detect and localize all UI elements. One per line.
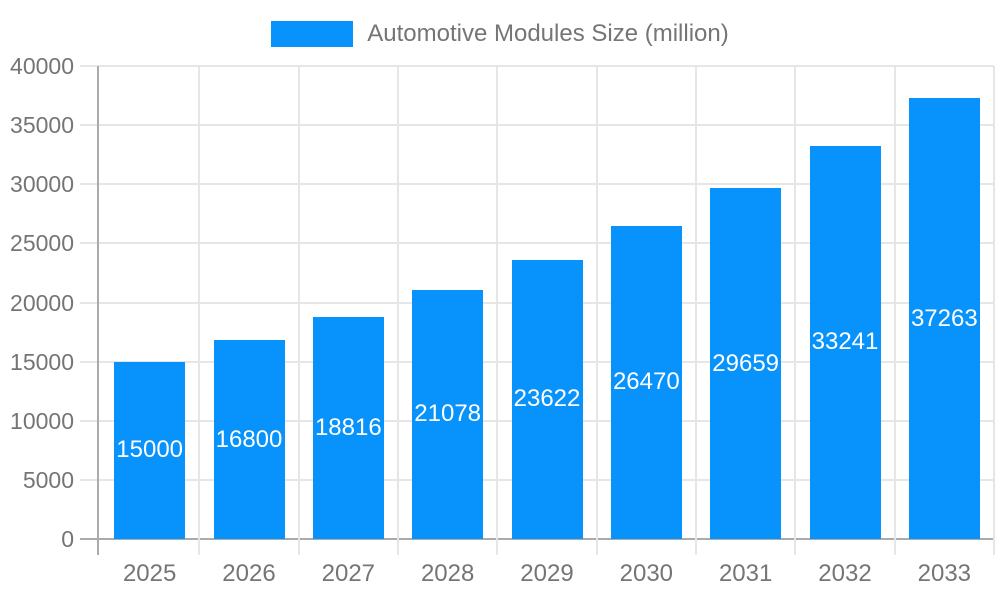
x-tick-label: 2026	[222, 560, 276, 587]
y-tick-label: 10000	[10, 407, 74, 434]
bar-value-label: 33241	[811, 328, 879, 356]
gridline-horizontal	[80, 124, 994, 127]
x-tick-label: 2028	[420, 560, 475, 587]
gridline-vertical	[496, 66, 499, 555]
y-tick-label: 5000	[22, 466, 74, 493]
y-tick-label: 25000	[10, 230, 74, 257]
gridline-vertical	[397, 66, 399, 555]
x-tick-label: 2033	[917, 560, 972, 587]
x-axis-baseline	[80, 538, 994, 540]
bar[interactable]: 16800	[213, 340, 285, 539]
bar-value-label: 18816	[314, 413, 382, 441]
x-tick-label: 2032	[818, 560, 872, 587]
bar[interactable]: 21078	[412, 289, 484, 539]
bar-value-label: 29659	[712, 349, 780, 377]
x-tick-label: 2029	[520, 560, 574, 587]
x-tick-label: 2025	[122, 560, 177, 587]
gridline-vertical	[893, 66, 896, 555]
y-tick-label: 15000	[10, 348, 74, 375]
y-tick-label: 35000	[10, 112, 74, 139]
x-tick-label: 2027	[321, 560, 376, 587]
gridline-horizontal	[80, 65, 994, 67]
bar-value-label: 26470	[612, 368, 680, 396]
bar-value-label: 37263	[910, 304, 978, 332]
y-axis-line	[97, 66, 99, 555]
x-tick-label: 2030	[619, 560, 674, 587]
bar[interactable]: 26470	[610, 225, 682, 539]
legend-swatch	[271, 21, 354, 47]
gridline-vertical	[794, 66, 797, 555]
y-tick-label: 20000	[10, 289, 74, 316]
gridline-vertical	[993, 66, 995, 555]
gridline-vertical	[198, 66, 201, 555]
gridline-horizontal	[80, 242, 994, 245]
x-tick-label: 2031	[718, 560, 773, 587]
bar[interactable]: 23622	[511, 259, 583, 539]
y-tick-label: 0	[61, 526, 74, 552]
bar[interactable]: 18816	[312, 316, 384, 539]
bar[interactable]: 33241	[809, 145, 881, 539]
bar[interactable]: 29659	[710, 188, 782, 539]
y-tick-label: 30000	[10, 171, 74, 198]
bar-value-label: 21078	[414, 400, 482, 428]
legend-item[interactable]: Automotive Modules Size (million)	[0, 18, 1000, 50]
bar-value-label: 23622	[513, 385, 581, 413]
gridline-vertical	[595, 66, 598, 555]
gridline-horizontal	[80, 183, 994, 186]
legend-label: Automotive Modules Size (million)	[367, 20, 729, 47]
gridline-vertical	[695, 66, 697, 555]
bar-value-label: 16800	[215, 425, 283, 453]
bar[interactable]: 37263	[908, 98, 980, 539]
bar[interactable]: 15000	[114, 361, 186, 539]
y-tick-label: 40000	[10, 53, 74, 79]
gridline-vertical	[297, 66, 300, 555]
bar-value-label: 15000	[116, 436, 184, 464]
